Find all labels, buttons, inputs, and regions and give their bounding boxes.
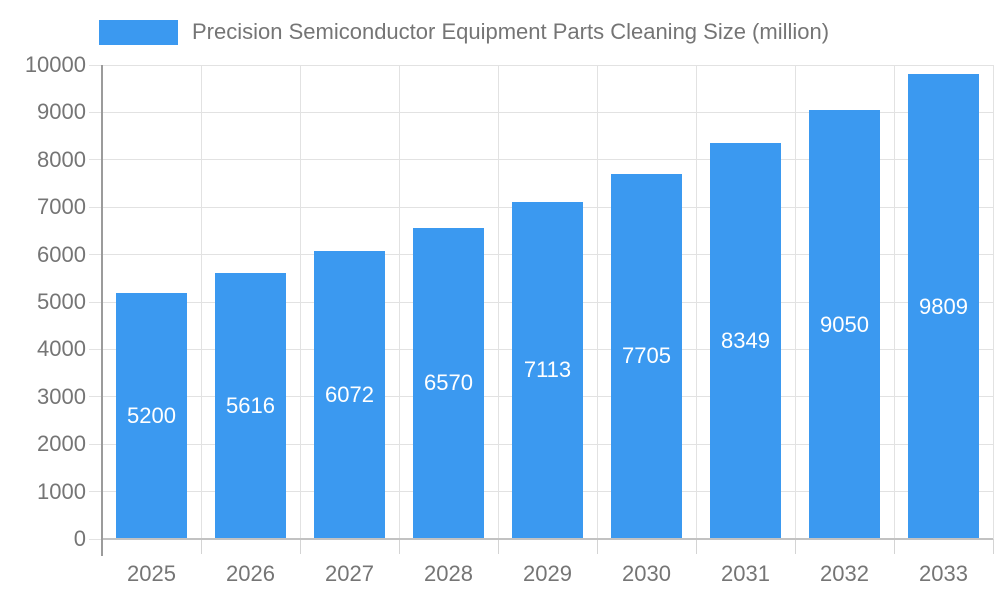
- y-tick: [89, 111, 102, 113]
- h-gridline: [102, 64, 993, 66]
- y-tick: [89, 348, 102, 350]
- chart-legend[interactable]: Precision Semiconductor Equipment Parts …: [99, 17, 829, 47]
- y-axis-label: 4000: [37, 336, 86, 362]
- bar-value-label: 7705: [622, 343, 671, 369]
- y-axis-label: 5000: [37, 289, 86, 314]
- bar[interactable]: 8349: [710, 143, 781, 539]
- x-axis-line: [102, 538, 993, 540]
- bar[interactable]: 7705: [611, 173, 682, 539]
- v-gridline: [200, 65, 202, 539]
- x-tick: [497, 539, 499, 554]
- plot-area: 5200 5616 6072 6570 7113 7705 8349 9050 9809: [102, 64, 994, 539]
- bar[interactable]: 9050: [809, 110, 880, 539]
- bar[interactable]: 5200: [116, 292, 187, 539]
- bar[interactable]: 7113: [512, 201, 583, 539]
- y-tick: [89, 206, 102, 208]
- h-gridline: [102, 111, 993, 113]
- y-axis-line: [101, 65, 103, 556]
- bar-value-label: 9809: [919, 293, 968, 319]
- x-tick: [794, 539, 796, 554]
- y-axis-label: 0: [73, 526, 86, 551]
- x-axis-label: 2033: [919, 561, 968, 586]
- y-axis-label: 6000: [37, 241, 86, 267]
- bar[interactable]: 6570: [413, 227, 484, 539]
- y-tick: [89, 254, 102, 256]
- bar-value-label: 6072: [325, 382, 374, 408]
- bar[interactable]: 6072: [314, 251, 385, 539]
- v-gridline: [794, 65, 796, 539]
- x-axis-label: 2029: [523, 561, 572, 586]
- x-axis-label: 2032: [820, 561, 869, 586]
- x-tick: [200, 539, 202, 554]
- y-tick: [89, 159, 102, 161]
- bar[interactable]: 9809: [908, 74, 979, 539]
- v-gridline: [695, 65, 697, 539]
- x-tick: [596, 539, 598, 554]
- x-axis-label: 2028: [424, 561, 473, 586]
- y-tick: [89, 396, 102, 398]
- v-gridline: [893, 65, 895, 539]
- y-axis-label: 2000: [37, 431, 86, 457]
- bar-value-label: 8349: [721, 328, 770, 354]
- h-gridline: [102, 159, 993, 161]
- y-axis-label: 7000: [37, 194, 86, 220]
- y-axis-label: 9000: [37, 99, 86, 125]
- x-axis-label: 2025: [127, 561, 176, 586]
- legend-label: Precision Semiconductor Equipment Parts …: [192, 19, 830, 44]
- bar[interactable]: 5616: [215, 272, 286, 539]
- y-tick: [89, 491, 102, 493]
- x-tick: [695, 539, 697, 554]
- x-tick: [893, 539, 895, 554]
- x-tick: [992, 539, 994, 554]
- v-gridline: [992, 65, 994, 539]
- v-gridline: [299, 65, 301, 539]
- y-tick: [89, 443, 102, 445]
- y-tick: [89, 538, 102, 540]
- bar-value-label: 5616: [226, 392, 275, 418]
- v-gridline: [497, 65, 499, 539]
- bar-value-label: 6570: [424, 370, 473, 396]
- x-axis-label: 2027: [325, 561, 374, 586]
- y-axis-label: 8000: [37, 146, 86, 172]
- v-gridline: [596, 65, 598, 539]
- bar-value-label: 5200: [127, 402, 176, 428]
- x-tick: [299, 539, 301, 554]
- x-axis-label: 2026: [226, 561, 275, 586]
- bar-value-label: 9050: [820, 311, 869, 337]
- x-axis-label: 2030: [622, 561, 671, 586]
- y-tick: [89, 64, 102, 66]
- x-axis-label: 2031: [721, 561, 770, 586]
- legend-swatch: [99, 19, 178, 45]
- y-axis-label: 3000: [37, 383, 86, 409]
- v-gridline: [398, 65, 400, 539]
- x-tick: [398, 539, 400, 554]
- bar-value-label: 7113: [523, 357, 572, 383]
- y-axis-label: 1000: [37, 478, 86, 504]
- y-axis-label: 10000: [24, 52, 86, 77]
- y-tick: [89, 301, 102, 303]
